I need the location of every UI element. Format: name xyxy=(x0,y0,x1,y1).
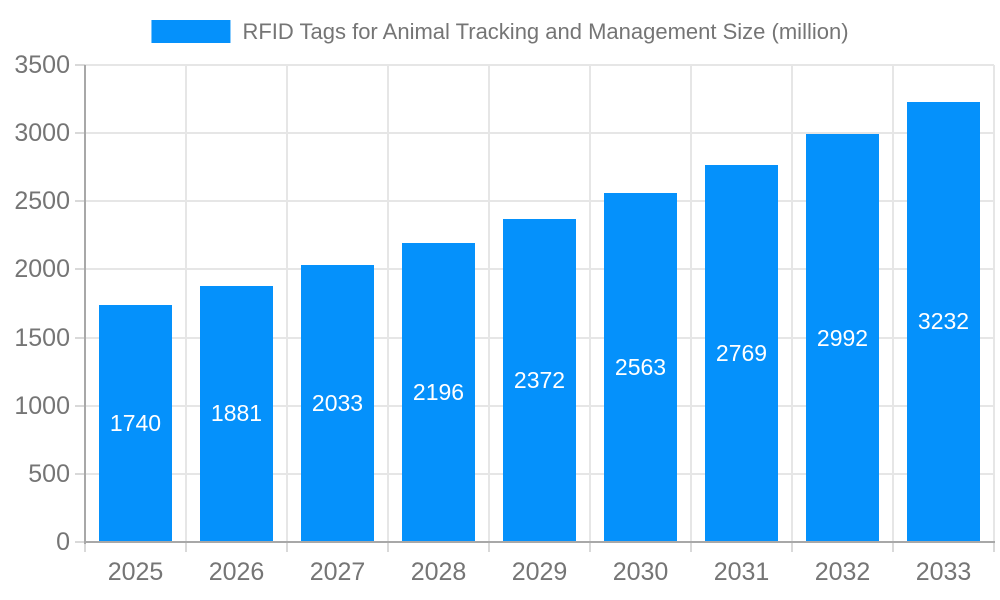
y-axis-tick xyxy=(75,541,85,543)
gridline-horizontal xyxy=(85,200,994,203)
bar-2029[interactable]: 2372 xyxy=(503,218,576,542)
x-axis-tick xyxy=(185,542,187,552)
y-axis-label: 1500 xyxy=(14,323,70,352)
y-axis-line xyxy=(84,65,86,544)
legend-item[interactable]: RFID Tags for Animal Tracking and Manage… xyxy=(151,19,849,44)
bar-value-label: 2033 xyxy=(311,389,364,416)
y-axis-label: 2500 xyxy=(14,187,70,216)
x-axis-tick xyxy=(488,542,490,552)
gridline-horizontal xyxy=(85,132,994,135)
gridline-horizontal xyxy=(85,64,994,66)
bar-2026[interactable]: 1881 xyxy=(200,285,273,542)
bar-2028[interactable]: 2196 xyxy=(402,242,475,542)
gridline-vertical xyxy=(791,65,793,542)
y-axis-tick xyxy=(75,200,85,203)
y-axis-tick xyxy=(75,64,85,66)
y-axis-tick xyxy=(75,268,85,271)
bar-2030[interactable]: 2563 xyxy=(604,192,677,542)
y-axis-label: 3500 xyxy=(14,51,70,79)
bar-2027[interactable]: 2033 xyxy=(301,264,374,542)
x-axis-tick xyxy=(84,542,86,552)
bar-2032[interactable]: 2992 xyxy=(806,134,879,542)
x-axis-tick xyxy=(892,542,894,552)
bar-2031[interactable]: 2769 xyxy=(705,164,778,542)
x-axis-tick xyxy=(387,542,389,552)
x-axis-label: 2028 xyxy=(410,558,467,586)
x-axis-label: 2029 xyxy=(511,558,568,586)
x-axis-label: 2033 xyxy=(915,558,972,586)
bar-value-label: 1881 xyxy=(210,400,263,427)
x-axis-tick xyxy=(791,542,793,552)
bar-value-label: 2372 xyxy=(513,366,566,393)
gridline-vertical xyxy=(185,65,187,542)
bar-value-label: 3232 xyxy=(917,308,970,335)
y-axis-tick xyxy=(75,404,85,407)
bar-value-label: 2196 xyxy=(412,378,465,405)
x-axis-tick xyxy=(993,542,995,552)
bar-value-label: 2769 xyxy=(715,339,768,366)
x-axis-label: 2032 xyxy=(814,558,871,586)
bar-value-label: 2992 xyxy=(816,324,869,351)
legend-swatch-icon xyxy=(151,20,231,43)
plot-area: 1740 1881 2033 2196 2372 2563 2769 2992 3232 xyxy=(85,64,995,542)
x-axis-tick xyxy=(286,542,288,552)
legend-label: RFID Tags for Animal Tracking and Manage… xyxy=(242,19,849,44)
gridline-vertical xyxy=(387,65,389,542)
x-axis-label: 2026 xyxy=(208,558,265,586)
y-axis-label: 500 xyxy=(28,459,70,488)
x-axis-tick xyxy=(690,542,692,552)
y-axis-label: 3000 xyxy=(14,119,70,148)
bar-2033[interactable]: 3232 xyxy=(907,101,980,542)
x-axis-label: 2030 xyxy=(612,558,669,586)
bar-value-label: 1740 xyxy=(109,409,162,436)
x-axis-tick xyxy=(589,542,591,552)
gridline-vertical xyxy=(993,65,995,542)
y-axis-tick xyxy=(75,336,85,339)
x-axis-line xyxy=(84,541,995,543)
gridline-vertical xyxy=(488,65,490,542)
y-axis-label: 1000 xyxy=(14,391,70,420)
bar-value-label: 2563 xyxy=(614,353,667,380)
y-axis-tick xyxy=(75,132,85,135)
bar-2025[interactable]: 1740 xyxy=(99,304,172,542)
gridline-vertical xyxy=(690,65,692,542)
x-axis-label: 2031 xyxy=(713,558,770,586)
gridline-vertical xyxy=(892,65,894,542)
gridline-vertical xyxy=(589,65,591,542)
y-axis-label: 0 xyxy=(56,528,70,556)
y-axis-label: 2000 xyxy=(14,255,70,284)
x-axis-label: 2025 xyxy=(107,558,164,586)
gridline-vertical xyxy=(286,65,288,542)
y-axis-tick xyxy=(75,472,85,475)
x-axis-label: 2027 xyxy=(309,558,366,586)
